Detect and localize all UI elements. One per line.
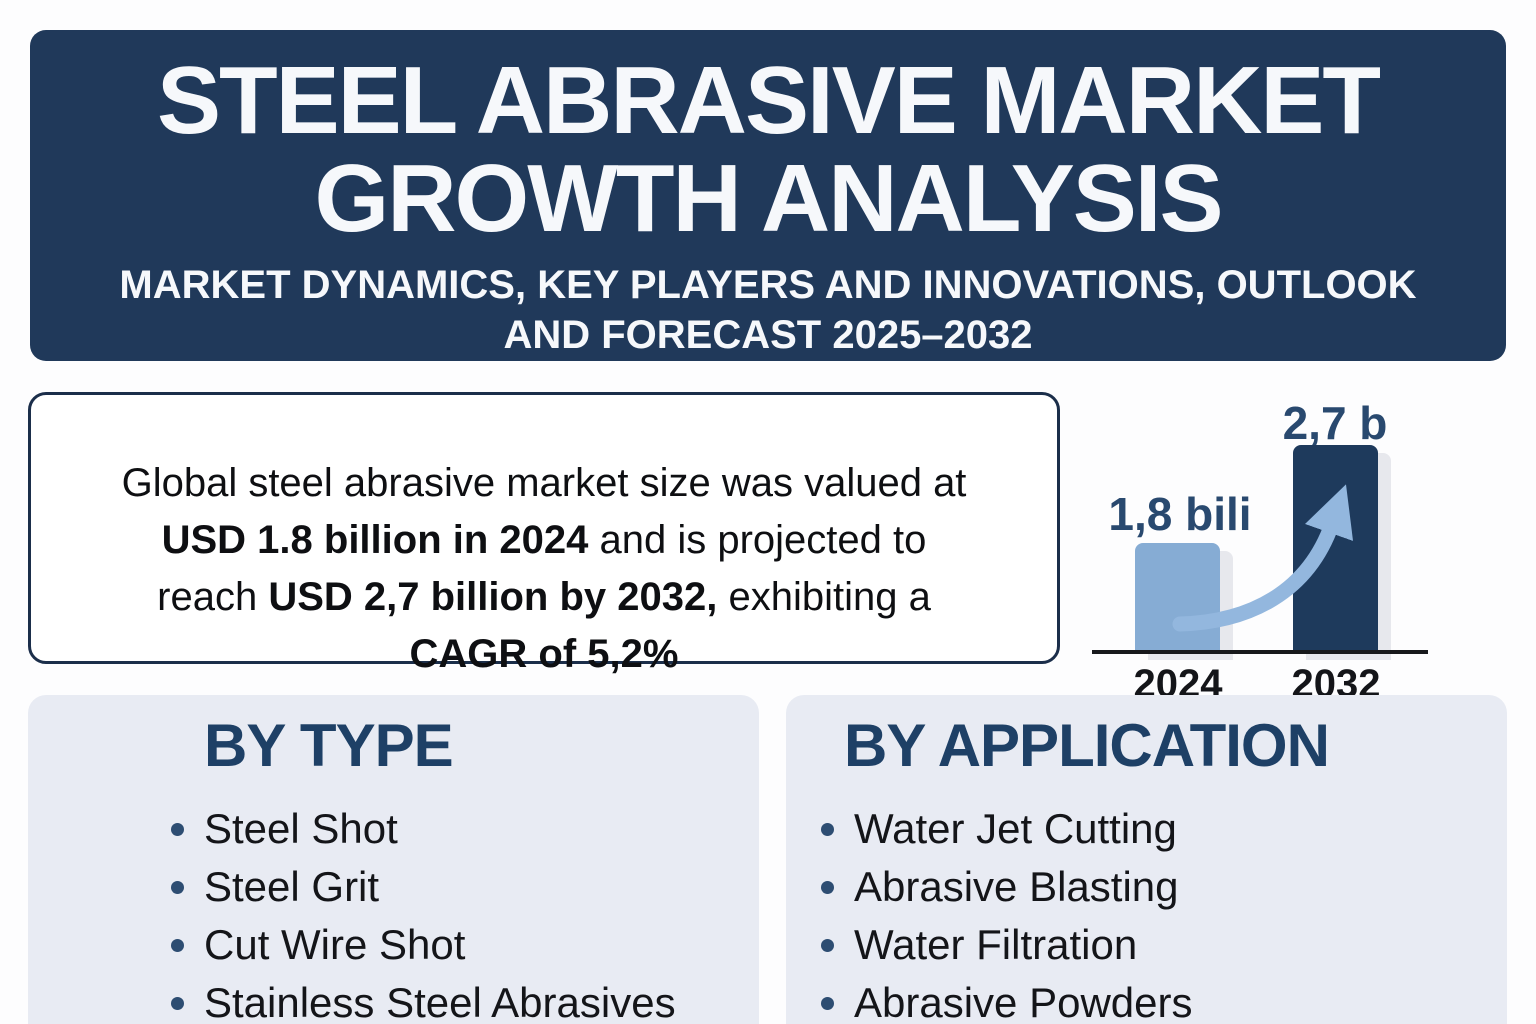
bar-value-label-2024: 1,8 bili [1108, 488, 1252, 540]
bullet-dot-icon [171, 823, 184, 836]
header-banner: STEEL ABRASIVE MARKET GROWTH ANALYSIS MA… [30, 30, 1506, 361]
list-item-label: Stainless Steel Abrasives [204, 979, 676, 1024]
summary-cagr: CAGR of 5,2% [409, 632, 679, 676]
summary-value-2032: USD 2,7 billion by 2032, [268, 575, 718, 619]
summary-value-2024: USD 1.8 billion in 2024 [161, 518, 589, 562]
bullet-dot-icon [821, 997, 834, 1010]
list-item-label: Steel Grit [204, 863, 380, 910]
bullet-dot-icon [821, 823, 834, 836]
list-item-label: Steel Shot [204, 805, 398, 852]
page-subtitle-line2: AND FORECAST 2025–2032 [503, 313, 1033, 357]
by-application-heading: BY APPLICATION [844, 712, 1330, 779]
summary-segment: reach [157, 575, 269, 619]
chart-axis-line [1092, 650, 1428, 654]
list-item: Cut Wire Shot [171, 916, 759, 974]
market-summary-text: Global steel abrasive market size was va… [31, 435, 1057, 703]
bar-value-label-2032: 2,7 b [1282, 397, 1388, 449]
page-title-line1: STEEL ABRASIVE MARKET [156, 47, 1381, 154]
list-item-label: Abrasive Powders [854, 979, 1193, 1024]
growth-arrow-icon [1172, 484, 1354, 632]
list-item-label: Water Filtration [854, 921, 1138, 968]
summary-segment: and is projected to [588, 518, 927, 562]
list-item: Abrasive Powders [821, 974, 1507, 1024]
by-application-panel: BY APPLICATION Water Jet Cutting Abrasive… [786, 695, 1507, 1024]
list-item: Abrasive Blasting [821, 858, 1507, 916]
list-item-label: Water Jet Cutting [854, 805, 1177, 852]
list-item-label: Abrasive Blasting [854, 863, 1179, 910]
list-item: Steel Grit [171, 858, 759, 916]
list-item: Steel Shot [171, 800, 759, 858]
summary-segment: Global steel abrasive market size was va… [121, 461, 967, 505]
bar-2024 [1135, 543, 1220, 652]
list-item: Water Filtration [821, 916, 1507, 974]
list-item: Water Jet Cutting [821, 800, 1507, 858]
by-application-list: Water Jet Cutting Abrasive Blasting Water … [786, 800, 1507, 1024]
bar-2032 [1293, 445, 1378, 652]
bullet-dot-icon [821, 881, 834, 894]
by-type-panel: BY TYPE Steel Shot Steel Grit Cut Wire Sho… [28, 695, 759, 1024]
page-title-line2: GROWTH ANALYSIS [314, 145, 1224, 252]
list-item-label: Cut Wire Shot [204, 921, 466, 968]
summary-segment: exhibiting a [717, 575, 931, 619]
bullet-dot-icon [171, 881, 184, 894]
list-item: Stainless Steel Abrasives [171, 974, 759, 1024]
market-summary-card: Global steel abrasive market size was va… [28, 392, 1060, 676]
by-type-list: Steel Shot Steel Grit Cut Wire Shot Stainle… [28, 800, 759, 1024]
page-subtitle-line1: MARKET DYNAMICS, KEY PLAYERS AND INNOVAT… [119, 263, 1417, 307]
by-type-heading: BY TYPE [204, 712, 454, 779]
bullet-dot-icon [171, 939, 184, 952]
bullet-dot-icon [171, 997, 184, 1010]
bullet-dot-icon [821, 939, 834, 952]
